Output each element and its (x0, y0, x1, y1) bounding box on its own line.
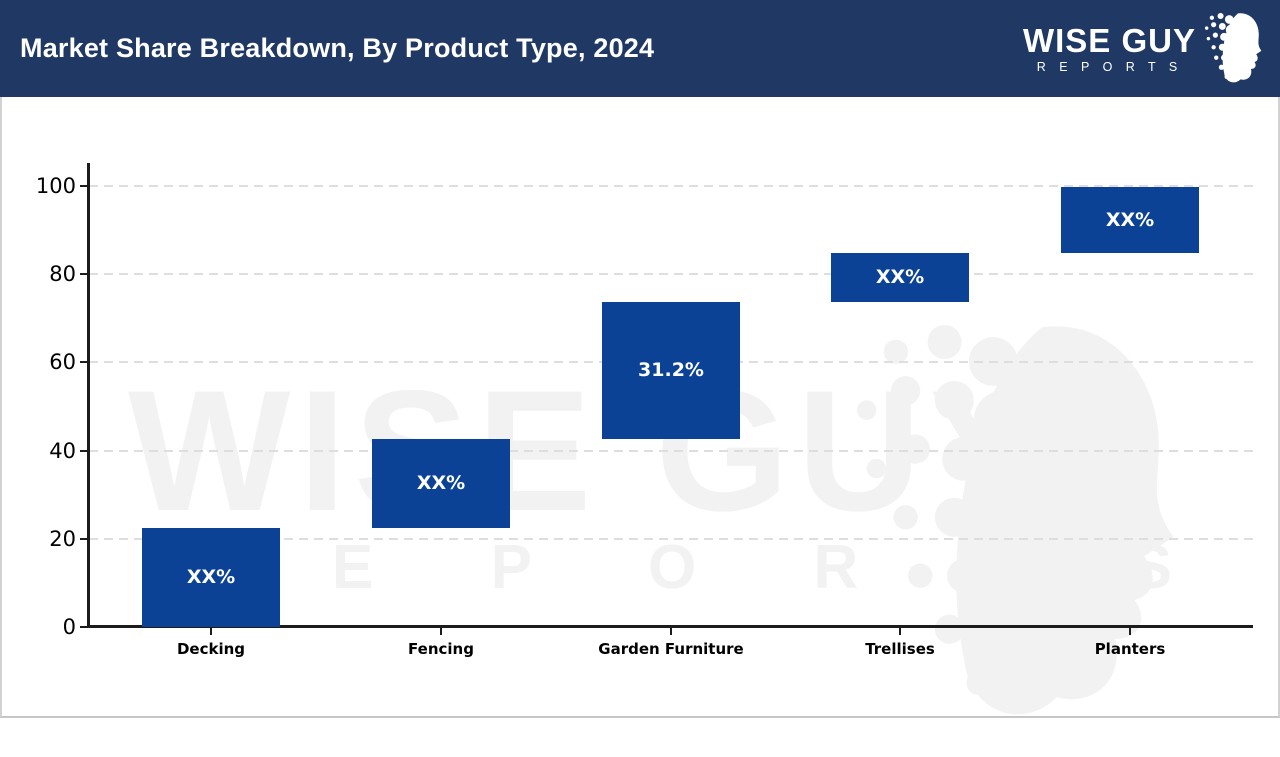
logo-word2: R E P O R T S (1036, 59, 1183, 74)
logo-text: WISE GUY R E P O R T S (1023, 24, 1196, 74)
page-border (0, 0, 1280, 718)
y-axis-tick-label: 0 (62, 615, 76, 639)
x-axis-category-label: Fencing (408, 640, 474, 658)
bar-garden-furniture: 31.2% (602, 301, 740, 440)
wise-guy-reports-logo: WISE GUY R E P O R T S (1023, 8, 1264, 90)
y-axis-spine (87, 163, 90, 628)
x-axis-tick (899, 627, 901, 635)
gridline (89, 449, 1253, 452)
bar-value-label: XX% (1105, 208, 1155, 231)
x-axis-spine (87, 625, 1253, 628)
x-axis-tick (670, 627, 672, 635)
gridline (89, 185, 1253, 187)
y-axis-tick (80, 185, 88, 187)
bar-value-label: XX% (186, 566, 236, 589)
x-axis-category-label: Garden Furniture (598, 640, 744, 658)
y-axis-tick-label: 20 (49, 526, 76, 551)
y-axis-tick-label: 100 (35, 174, 76, 198)
x-axis-category-label: Trellises (865, 640, 935, 658)
bar-trellises: XX% (831, 253, 969, 302)
y-axis-tick-label: 80 (49, 262, 76, 287)
header-bar: Market Share Breakdown, By Product Type,… (0, 0, 1280, 97)
bar-planters: XX% (1061, 186, 1199, 254)
x-axis-tick (210, 627, 212, 635)
bar-fencing: XX% (372, 439, 510, 528)
watermark-dotted-face-icon (856, 324, 1174, 715)
y-axis-tick-label: 40 (49, 438, 76, 463)
bar-value-label: XX% (875, 266, 925, 289)
bar-value-label: 31.2% (638, 359, 704, 382)
gridline (89, 273, 1253, 276)
x-axis-tick (440, 627, 442, 635)
y-axis-tick (80, 361, 88, 364)
page-title: Market Share Breakdown, By Product Type,… (20, 33, 655, 63)
y-axis-tick (80, 449, 88, 452)
gridline (89, 537, 1253, 540)
y-axis-tick (80, 626, 88, 628)
bar-decking: XX% (142, 527, 280, 627)
x-axis-category-label: Planters (1094, 640, 1166, 658)
y-axis-tick (80, 273, 88, 276)
y-axis-tick (80, 537, 88, 540)
dotted-face-profile-icon (1204, 12, 1262, 82)
logo-word1: WISE GUY (1022, 21, 1196, 59)
x-axis-category-label: Decking (176, 640, 246, 658)
x-axis-tick (1129, 627, 1131, 635)
bar-value-label: XX% (416, 472, 466, 495)
y-axis-tick-label: 60 (49, 350, 76, 375)
